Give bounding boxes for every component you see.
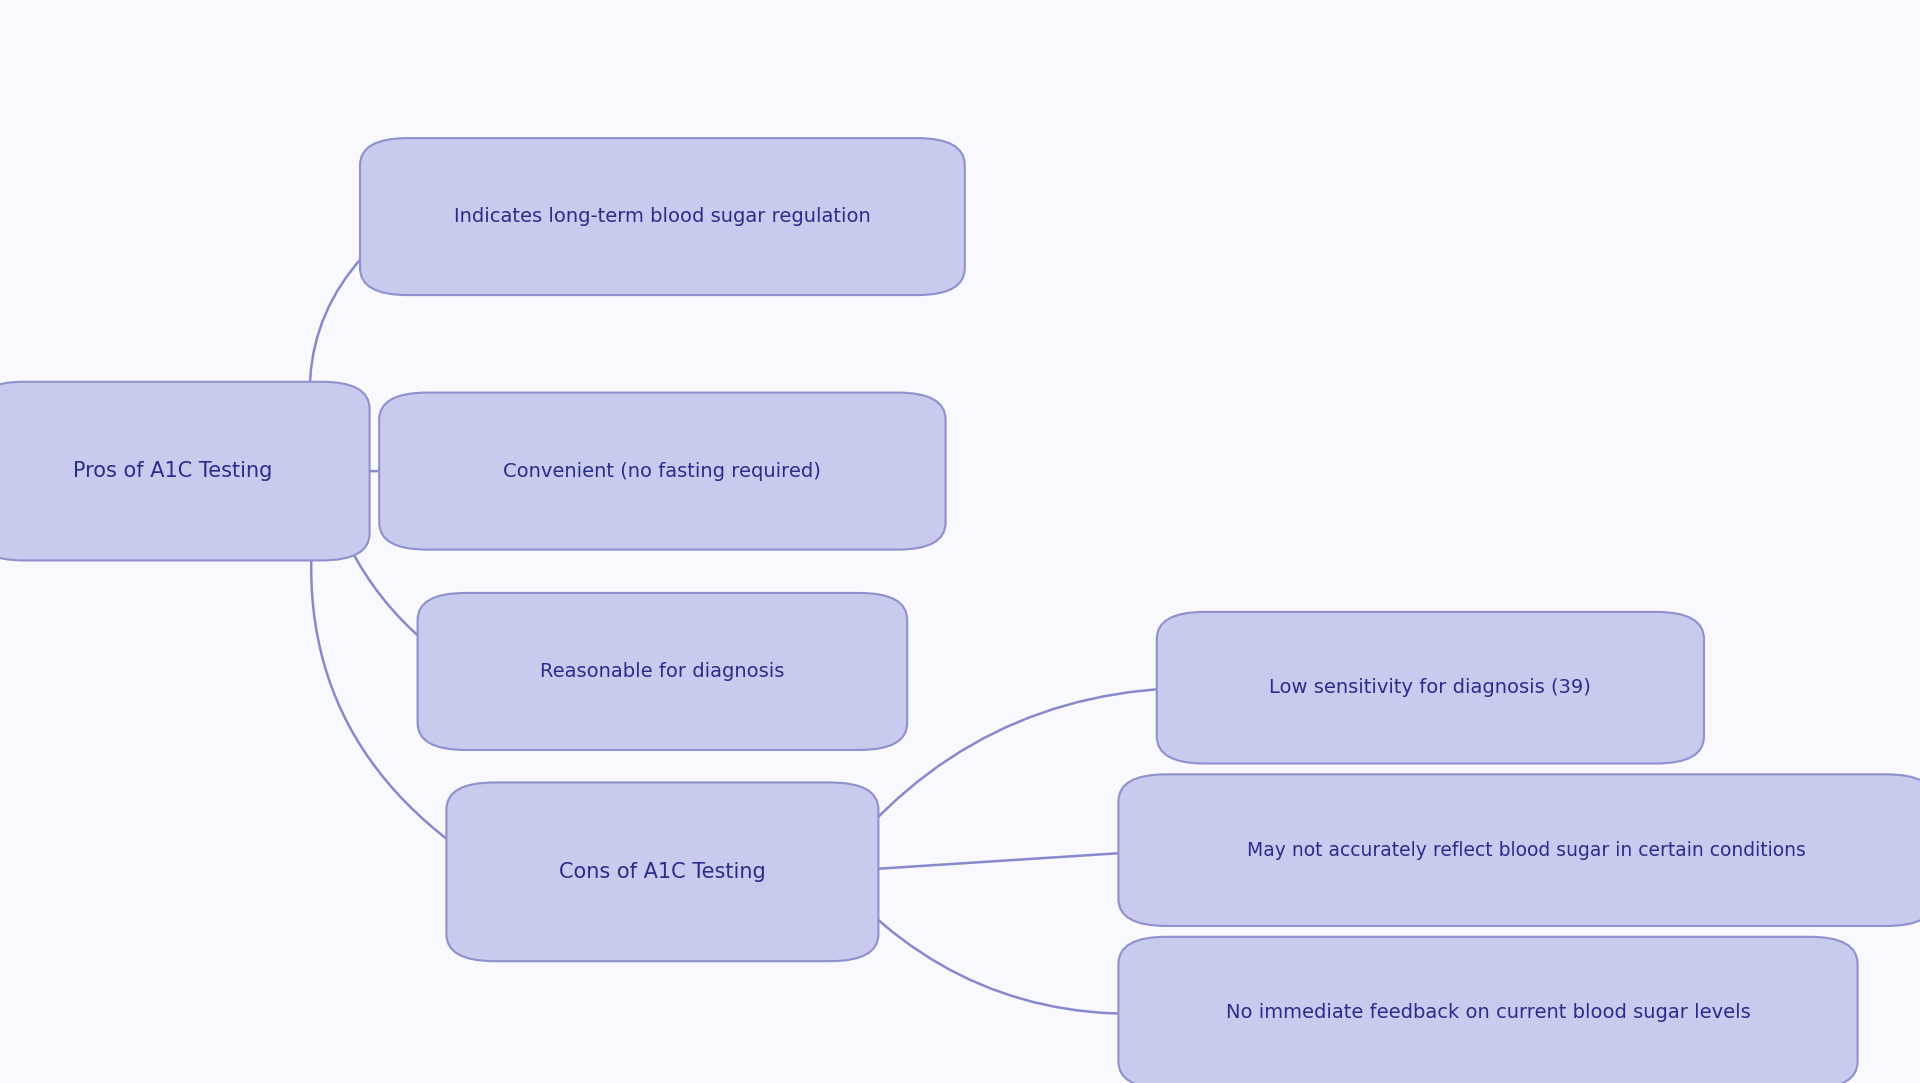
FancyBboxPatch shape (1117, 774, 1920, 926)
Text: Reasonable for diagnosis: Reasonable for diagnosis (540, 662, 785, 681)
FancyBboxPatch shape (0, 382, 369, 561)
FancyBboxPatch shape (359, 139, 964, 295)
Text: Pros of A1C Testing: Pros of A1C Testing (73, 461, 273, 481)
FancyBboxPatch shape (378, 393, 945, 550)
FancyBboxPatch shape (1156, 612, 1705, 764)
Text: Indicates long-term blood sugar regulation: Indicates long-term blood sugar regulati… (453, 207, 872, 226)
Text: May not accurately reflect blood sugar in certain conditions: May not accurately reflect blood sugar i… (1246, 840, 1807, 860)
Text: Convenient (no fasting required): Convenient (no fasting required) (503, 461, 822, 481)
FancyBboxPatch shape (1117, 937, 1859, 1083)
Text: Low sensitivity for diagnosis (39): Low sensitivity for diagnosis (39) (1269, 678, 1592, 697)
Text: Cons of A1C Testing: Cons of A1C Testing (559, 862, 766, 882)
FancyBboxPatch shape (419, 593, 908, 749)
FancyBboxPatch shape (445, 782, 877, 962)
Text: No immediate feedback on current blood sugar levels: No immediate feedback on current blood s… (1225, 1003, 1751, 1022)
